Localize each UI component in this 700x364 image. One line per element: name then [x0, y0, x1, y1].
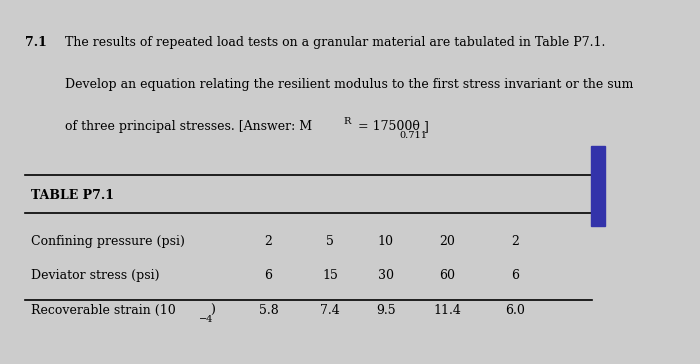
- Text: 2: 2: [265, 235, 272, 248]
- Text: 60: 60: [440, 269, 456, 282]
- Text: R: R: [344, 117, 351, 126]
- Text: 6: 6: [511, 269, 519, 282]
- Text: 15: 15: [322, 269, 338, 282]
- Text: ): ): [210, 304, 215, 317]
- Text: ]: ]: [423, 120, 428, 133]
- Text: Develop an equation relating the resilient modulus to the first stress invariant: Develop an equation relating the resilie…: [65, 78, 634, 91]
- Text: 6: 6: [265, 269, 272, 282]
- Text: of three principal stresses. [Answer: M: of three principal stresses. [Answer: M: [65, 120, 312, 133]
- Text: 6.0: 6.0: [505, 304, 525, 317]
- Text: TABLE P7.1: TABLE P7.1: [31, 189, 114, 202]
- Text: 7.1: 7.1: [25, 36, 47, 50]
- Text: 11.4: 11.4: [433, 304, 461, 317]
- Text: 20: 20: [440, 235, 456, 248]
- Text: −4: −4: [199, 315, 213, 324]
- Text: The results of repeated load tests on a granular material are tabulated in Table: The results of repeated load tests on a …: [65, 36, 606, 50]
- Text: 2: 2: [512, 235, 519, 248]
- Text: 5.8: 5.8: [258, 304, 279, 317]
- Text: 30: 30: [378, 269, 393, 282]
- Text: 0.711: 0.711: [399, 131, 427, 140]
- Text: 7.4: 7.4: [321, 304, 340, 317]
- Bar: [592, 146, 605, 226]
- Text: Confining pressure (psi): Confining pressure (psi): [31, 235, 185, 248]
- Text: 9.5: 9.5: [376, 304, 396, 317]
- Text: 10: 10: [378, 235, 393, 248]
- Text: 5: 5: [326, 235, 334, 248]
- Text: = 17500θ: = 17500θ: [354, 120, 420, 133]
- Text: Recoverable strain (10: Recoverable strain (10: [31, 304, 176, 317]
- Text: Deviator stress (psi): Deviator stress (psi): [31, 269, 160, 282]
